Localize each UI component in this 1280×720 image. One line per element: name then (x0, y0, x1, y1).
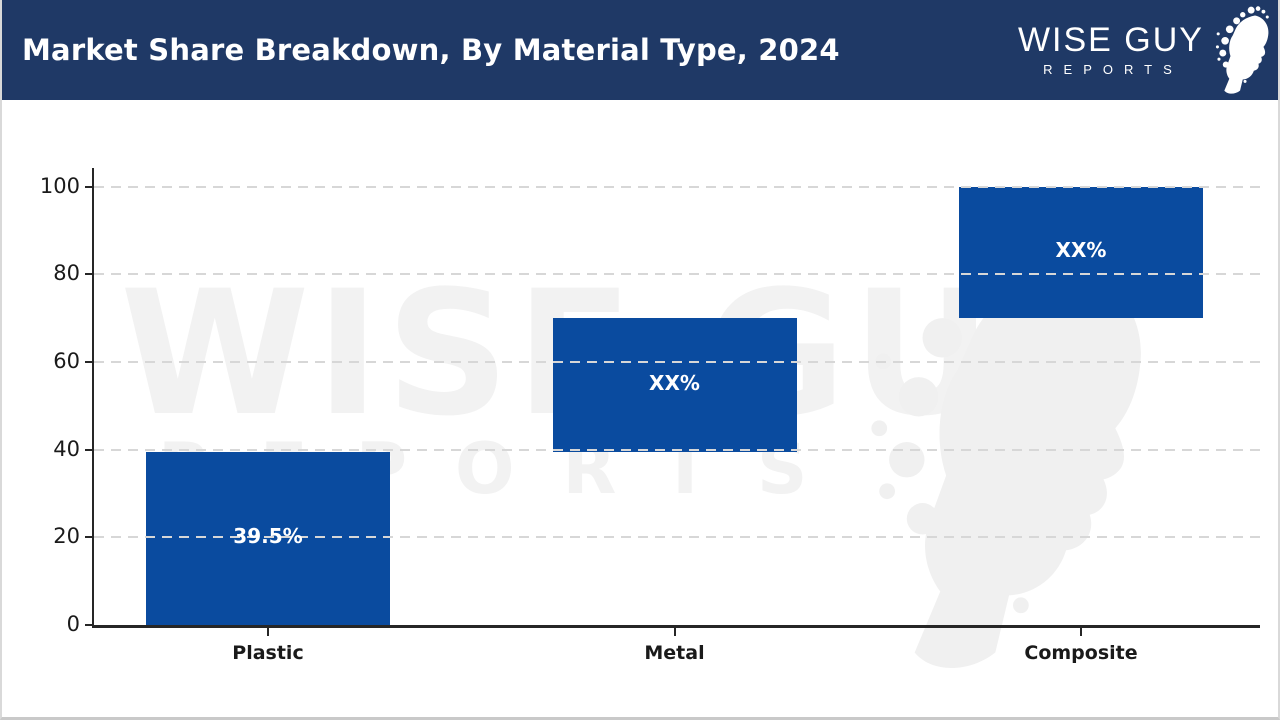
wise-guy-reports-logo: WISE GUY REPORTS (1018, 4, 1278, 96)
logo-subtitle: REPORTS (1043, 62, 1183, 77)
gridline-100 (94, 185, 1260, 188)
y-tick-mark (85, 360, 93, 363)
logo-text: WISE GUY REPORTS (1018, 23, 1204, 77)
y-tick-label: 60 (53, 348, 80, 373)
y-tick-label: 80 (53, 261, 80, 286)
header-banner: Market Share Breakdown, By Material Type… (2, 0, 1278, 100)
y-tick-label: 40 (53, 436, 80, 461)
gridline-80 (94, 273, 1260, 276)
bar-value-label: XX% (649, 370, 700, 395)
x-tick-label-metal: Metal (644, 642, 705, 664)
x-tick-mark (673, 628, 676, 636)
y-tick-mark (85, 624, 93, 626)
gridline-60 (94, 360, 1260, 363)
dotted-face-icon (1215, 6, 1269, 94)
y-tick-mark (85, 185, 93, 188)
gridline-40 (94, 448, 1260, 451)
bar-plastic (146, 451, 390, 625)
plot-area: 0 20 40 60 80 100 39.5% Plastic XX% Metal XX% Compo… (40, 168, 1260, 664)
y-tick-mark (85, 448, 93, 451)
bar-metal (552, 318, 797, 452)
y-tick-label: 0 (66, 612, 80, 636)
x-tick-mark (267, 628, 269, 636)
bar-value-label: 39.5% (233, 524, 303, 549)
x-tick-label-composite: Composite (1024, 642, 1138, 664)
chart-area: WISE GUY REPORTS 0 20 40 60 80 100 39.5% Plasti… (2, 100, 1278, 717)
x-tick-mark (1080, 628, 1082, 636)
y-tick-label: 20 (53, 524, 80, 549)
gridline-20 (94, 536, 1260, 539)
chart-title: Market Share Breakdown, By Material Type… (22, 33, 840, 67)
x-tick-label-plastic: Plastic (232, 642, 304, 664)
y-tick-label: 100 (39, 173, 80, 198)
bar-value-label: XX% (1055, 238, 1107, 263)
y-tick-mark (85, 536, 93, 539)
logo-wordmark: WISE GUY (1017, 21, 1204, 59)
y-tick-mark (85, 273, 93, 276)
